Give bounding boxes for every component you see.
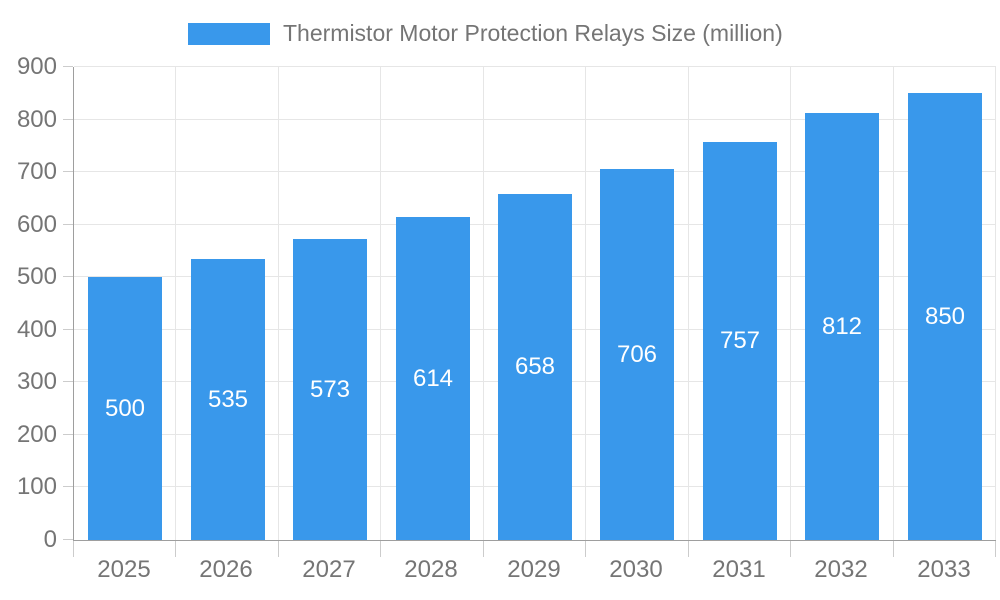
y-axis-tick-label: 400 bbox=[16, 315, 57, 343]
x-axis-tick bbox=[73, 541, 74, 557]
vertical-gridline bbox=[790, 67, 791, 540]
legend-label: Thermistor Motor Protection Relays Size … bbox=[283, 20, 783, 46]
x-axis-tick-label: 2025 bbox=[97, 556, 151, 583]
bar-2032: 812 bbox=[805, 113, 879, 540]
x-axis-tick-label: 2033 bbox=[917, 556, 971, 583]
x-axis-tick bbox=[893, 541, 894, 557]
x-axis-tick-label: 2028 bbox=[404, 556, 458, 583]
y-axis-tick bbox=[63, 276, 73, 278]
x-axis-tick bbox=[688, 541, 689, 557]
bar-value-label: 706 bbox=[616, 340, 658, 368]
y-axis-tick-label: 900 bbox=[16, 53, 57, 80]
bar-2025: 500 bbox=[88, 277, 162, 540]
vertical-gridline bbox=[483, 67, 484, 540]
bar-value-label: 757 bbox=[719, 327, 761, 354]
bar-value-label: 850 bbox=[924, 302, 966, 330]
x-axis-tick bbox=[278, 541, 279, 557]
horizontal-gridline bbox=[74, 171, 996, 173]
y-axis-tick bbox=[63, 539, 73, 540]
vertical-gridline bbox=[893, 67, 894, 540]
y-axis-tick bbox=[63, 328, 73, 330]
x-axis-tick bbox=[175, 541, 176, 557]
x-axis-tick bbox=[790, 541, 791, 557]
x-axis: 2025 2026 2027 2028 2029 2030 2031 2032 2033 bbox=[73, 556, 995, 586]
bar-2030: 706 bbox=[600, 169, 674, 540]
x-axis-tick-label: 2027 bbox=[302, 556, 356, 583]
plot-area: 500 535 573 614 658 706 757 812 850 bbox=[63, 66, 996, 557]
y-axis-tick bbox=[63, 381, 73, 383]
x-axis-tick-label: 2029 bbox=[507, 556, 561, 583]
y-axis-tick bbox=[63, 433, 73, 435]
y-axis-tick-label: 100 bbox=[16, 473, 57, 501]
y-axis-tick-label: 200 bbox=[16, 420, 57, 448]
bar-value-label: 614 bbox=[412, 364, 454, 392]
horizontal-gridline bbox=[74, 118, 996, 120]
y-axis-tick bbox=[63, 118, 73, 120]
y-axis-tick-label: 0 bbox=[43, 526, 57, 553]
x-axis-tick-label: 2030 bbox=[609, 556, 663, 583]
x-axis-tick bbox=[585, 541, 586, 557]
bar-2033: 850 bbox=[908, 93, 982, 540]
y-axis-tick bbox=[63, 171, 73, 173]
vertical-gridline bbox=[380, 67, 381, 540]
x-axis-tick-label: 2032 bbox=[814, 556, 868, 583]
legend-item[interactable]: Thermistor Motor Protection Relays Size … bbox=[188, 20, 783, 47]
bar-2027: 573 bbox=[293, 239, 367, 540]
bar-value-label: 812 bbox=[821, 312, 863, 340]
bar-2029: 658 bbox=[498, 194, 572, 540]
vertical-gridline bbox=[585, 67, 586, 540]
y-axis-tick-label: 700 bbox=[16, 158, 57, 186]
x-axis-tick bbox=[995, 541, 996, 557]
y-axis-tick-label: 600 bbox=[16, 210, 57, 238]
x-axis-tick-label: 2031 bbox=[712, 556, 766, 583]
legend-swatch-icon bbox=[188, 22, 270, 45]
y-axis-tick-label: 500 bbox=[16, 263, 57, 291]
horizontal-gridline bbox=[74, 66, 996, 67]
x-axis-tick-label: 2026 bbox=[199, 556, 253, 583]
x-axis-tick bbox=[380, 541, 381, 557]
y-axis-tick bbox=[63, 223, 73, 225]
bar-2031: 757 bbox=[703, 142, 777, 540]
bar-2026: 535 bbox=[191, 259, 265, 540]
bar-value-label: 573 bbox=[309, 375, 351, 403]
vertical-gridline bbox=[278, 67, 279, 540]
y-axis-tick-label: 800 bbox=[16, 105, 57, 133]
y-axis-tick bbox=[63, 66, 73, 67]
y-axis-tick bbox=[63, 486, 73, 488]
bar-value-label: 500 bbox=[104, 394, 146, 422]
bar-value-label: 658 bbox=[514, 353, 556, 380]
vertical-gridline bbox=[175, 67, 176, 540]
y-axis: 0 100 200 300 400 500 600 700 800 900 bbox=[0, 53, 57, 553]
y-axis-tick-label: 300 bbox=[16, 368, 57, 396]
vertical-gridline bbox=[995, 67, 996, 540]
x-axis-tick bbox=[483, 541, 484, 557]
bar-value-label: 535 bbox=[207, 385, 249, 413]
vertical-gridline bbox=[688, 67, 689, 540]
bar-2028: 614 bbox=[396, 217, 470, 540]
